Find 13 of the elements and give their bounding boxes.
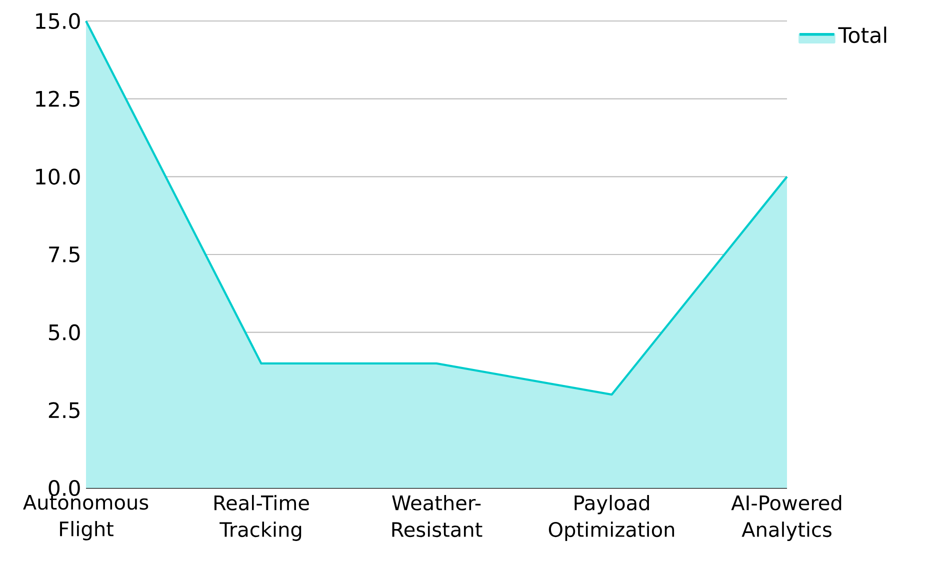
y-tick-label: 5.0 xyxy=(49,324,80,340)
x-tick-label: Weather-Resistant xyxy=(392,494,482,538)
legend-label: Total xyxy=(838,26,886,44)
x-tick-label: Real-Time Tracking xyxy=(214,494,309,541)
x-tick-label: AI-Powered Analytics xyxy=(731,494,842,541)
y-tick-label: 12.5 xyxy=(36,90,80,107)
y-tick-label: 7.5 xyxy=(49,246,80,262)
x-tick-label: Autonomous Flight xyxy=(23,494,148,540)
y-tick-label: 15.0 xyxy=(36,12,80,30)
y-tick-label: 0.0 xyxy=(48,480,80,496)
y-tick-label: 10.0 xyxy=(36,168,80,185)
x-tick-label: Payload Optimization xyxy=(548,494,674,541)
y-tick-label: 2.5 xyxy=(48,402,80,418)
